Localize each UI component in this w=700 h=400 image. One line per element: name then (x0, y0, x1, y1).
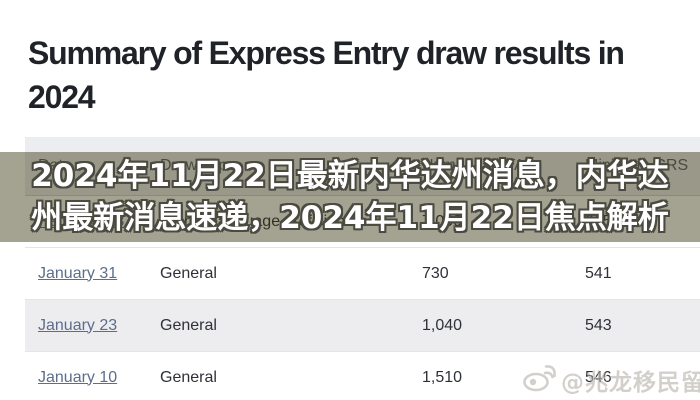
draw-results-table: Date Draw Type Number of ITAs Minimum CR… (25, 137, 700, 400)
watermark: @兆龙移民留学 (522, 363, 700, 397)
draw-date-link[interactable]: January 10 (38, 368, 118, 386)
draw-date-link[interactable]: February 13 (38, 212, 125, 230)
watermark-handle: @兆龙移民留学 (561, 370, 700, 396)
column-header-number-of-itas: Number of ITAs (422, 157, 533, 174)
cell-number-of-itas: 1,040 (422, 316, 463, 334)
weibo-icon (522, 364, 556, 397)
draw-date-link[interactable]: January 23 (38, 316, 118, 334)
cell-date: January 10 (25, 369, 147, 387)
overlay-headline-line2: 州最新消息速递，2024年11月22日焦点解析 (31, 200, 669, 236)
cell-minimum-crs: 365 (585, 212, 612, 230)
overlay-headline-line1: 2024年11月22日最新内华达州消息，内华达 (31, 158, 669, 194)
table-row: January 23 General 1,040 543 (25, 300, 700, 352)
news-overlay-banner: 2024年11月22日最新内华达州消息，内华达 州最新消息速递，2024年11月… (0, 152, 700, 242)
column-header-minimum-crs: Minimum CRS (585, 157, 689, 174)
column-header-date: Date (38, 157, 72, 174)
cell-number-of-itas: 730 (422, 264, 449, 282)
column-header-draw-type: Draw Type (160, 157, 237, 174)
cell-draw-type: General (160, 316, 217, 334)
table-row: January 31 General 730 541 (25, 248, 700, 300)
cell-date: February 13 (25, 213, 147, 231)
table-row: January 10 General 1,510 546 (25, 352, 700, 400)
cell-draw-type: General (160, 264, 217, 282)
cell-draw-type: French language proficiency (160, 212, 362, 230)
cell-date: January 23 (25, 317, 147, 335)
cell-minimum-crs: 543 (585, 316, 612, 334)
cell-minimum-crs: 541 (585, 264, 612, 282)
table-row: February 13 French language proficiency … (25, 196, 700, 248)
cell-draw-type: General (160, 368, 217, 386)
draw-date-link[interactable]: January 31 (38, 264, 118, 282)
table-header-row: Date Draw Type Number of ITAs Minimum CR… (25, 137, 700, 196)
cell-number-of-itas: 7,000 (422, 212, 463, 230)
cell-number-of-itas: 1,510 (422, 368, 463, 386)
cell-date: January 31 (25, 265, 147, 283)
cell-minimum-crs: 546 (585, 368, 612, 386)
page-title: Summary of Express Entry draw results in… (28, 35, 625, 116)
